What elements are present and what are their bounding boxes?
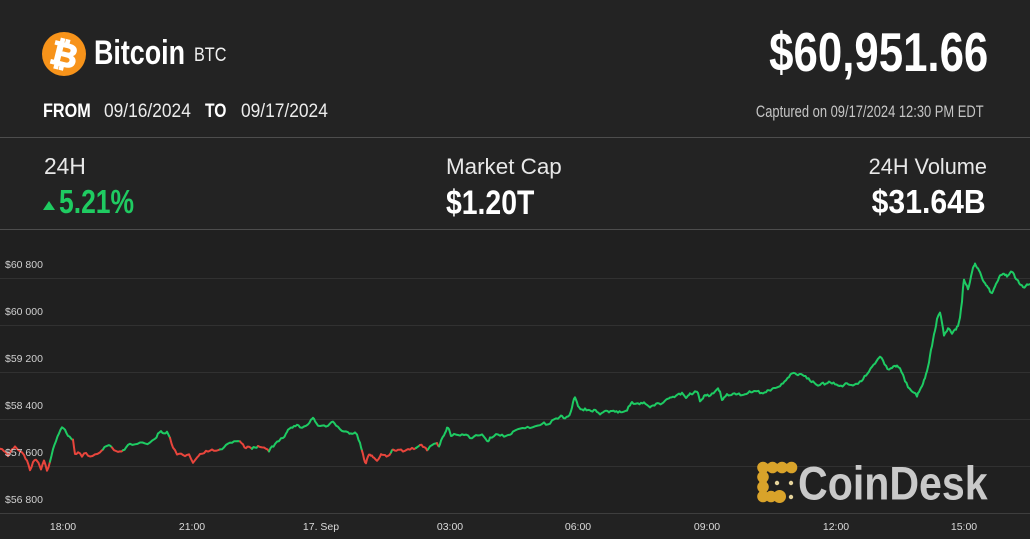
- svg-text:$60 000: $60 000: [5, 306, 43, 318]
- svg-text:$59 200: $59 200: [5, 353, 43, 365]
- svg-text:09:00: 09:00: [694, 521, 720, 533]
- svg-text:CoinDesk: CoinDesk: [798, 458, 988, 510]
- svg-text:15:00: 15:00: [951, 521, 977, 533]
- svg-text:06:00: 06:00: [565, 521, 591, 533]
- svg-text:21:00: 21:00: [179, 521, 205, 533]
- svg-text:17. Sep: 17. Sep: [303, 521, 339, 533]
- svg-text:$58 400: $58 400: [5, 400, 43, 412]
- svg-text:$57 600: $57 600: [5, 447, 43, 459]
- svg-text:$60 800: $60 800: [5, 259, 43, 271]
- svg-text:$56 800: $56 800: [5, 494, 43, 506]
- svg-text:03:00: 03:00: [437, 521, 463, 533]
- svg-text:12:00: 12:00: [823, 521, 849, 533]
- svg-text:18:00: 18:00: [50, 521, 76, 533]
